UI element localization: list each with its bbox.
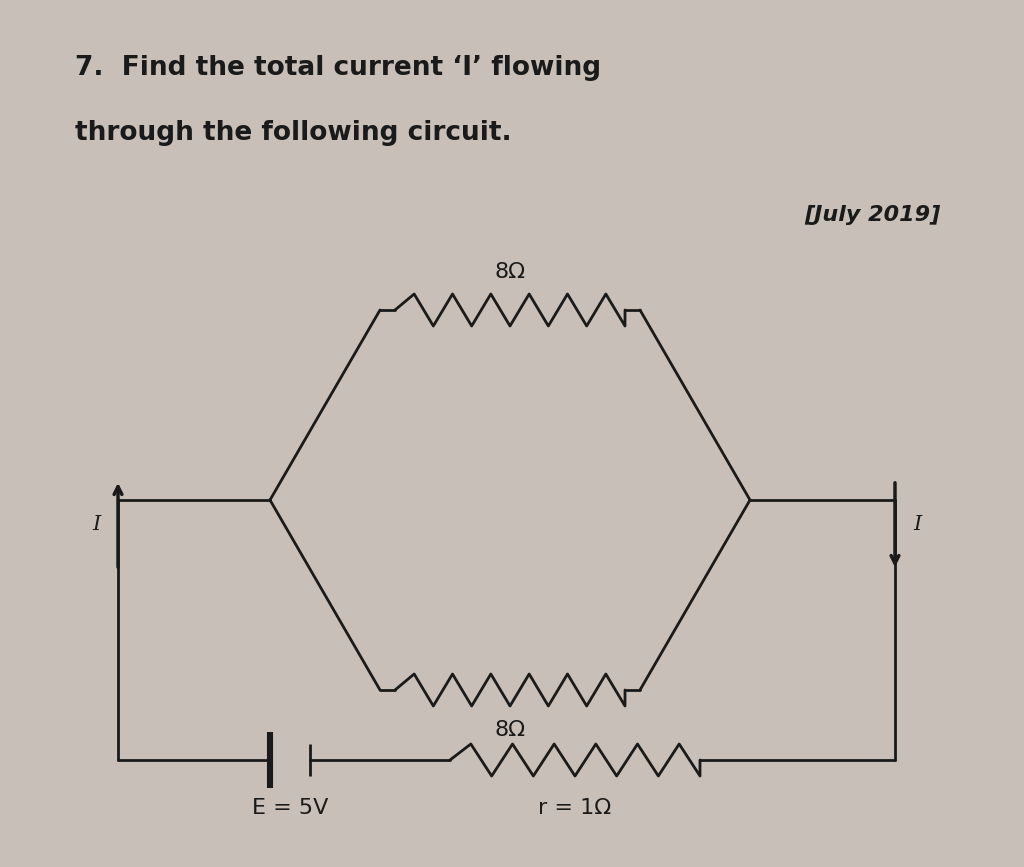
Text: E = 5V: E = 5V (252, 798, 328, 818)
Text: through the following circuit.: through the following circuit. (75, 120, 512, 146)
Text: 7.  Find the total current ‘I’ flowing: 7. Find the total current ‘I’ flowing (75, 55, 601, 81)
Text: r = 1Ω: r = 1Ω (539, 798, 611, 818)
Text: [July 2019]: [July 2019] (804, 205, 940, 225)
Text: 8Ω: 8Ω (495, 262, 525, 282)
Text: I: I (92, 516, 100, 534)
Text: 8Ω: 8Ω (495, 720, 525, 740)
Text: I: I (912, 516, 922, 534)
